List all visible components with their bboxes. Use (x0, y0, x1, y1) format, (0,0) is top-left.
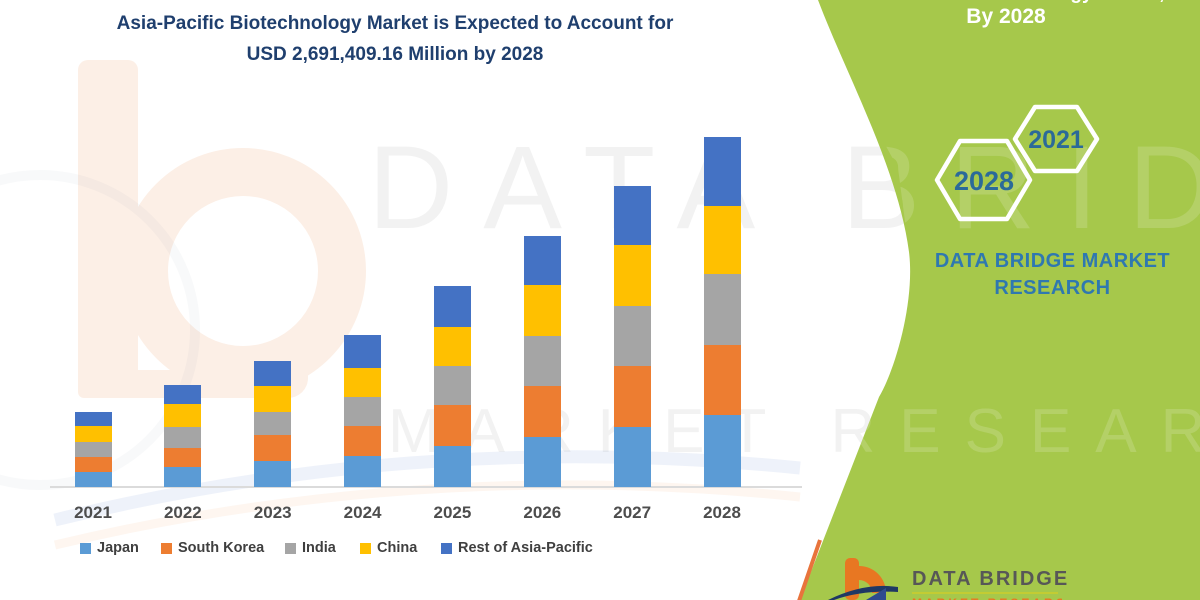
legend-label: South Korea (178, 540, 265, 556)
bar-segment-south-korea (344, 426, 382, 456)
x-axis-label-2021: 2021 (74, 503, 112, 522)
stacked-bar-2023 (254, 361, 292, 487)
panel-caption-line1: DATA BRIDGE MARKET (934, 250, 1171, 272)
legend-swatch (80, 542, 91, 554)
bar-segment-rest-of-asia-pacific (523, 236, 561, 286)
bar-segment-japan (344, 456, 382, 487)
bar-segment-japan (433, 446, 471, 487)
bar-segment-india (254, 412, 292, 436)
bar-segment-india (703, 274, 741, 345)
stacked-bar-2021 (74, 411, 112, 487)
bar-segment-rest-of-asia-pacific (164, 385, 202, 404)
bar-segment-india (74, 441, 112, 458)
legend-swatch (161, 542, 172, 554)
legend-item-rest-of-asia-pacific: Rest of Asia-Pacific (441, 540, 593, 556)
bar-segment-japan (164, 467, 202, 487)
bar-segment-japan (703, 415, 741, 487)
panel-heading-line1-clipped: Asia-Pacific Biotechnology Market, (810, 0, 1200, 5)
bar-segment-india (613, 306, 651, 367)
bar-segment-south-korea (164, 448, 202, 467)
chart-title-line1: Asia-Pacific Biotechnology Market is Exp… (116, 13, 674, 34)
panel-caption-line2: RESEARCH (994, 277, 1111, 299)
x-axis-label-2023: 2023 (253, 503, 292, 522)
x-axis-label-2026: 2026 (523, 503, 562, 522)
bar-segment-rest-of-asia-pacific (344, 335, 382, 368)
logo-b-stem (845, 558, 859, 600)
chart-title-line2: USD 2,691,409.16 Million by 2028 (246, 44, 544, 65)
x-axis-label-2025: 2025 (433, 503, 472, 522)
hexagon-2021-label: 2021 (1028, 126, 1084, 154)
bar-segment-india (344, 397, 382, 426)
stacked-bar-2026 (523, 236, 561, 487)
logo-underline (912, 592, 1058, 594)
hexagon-2028 (934, 138, 1033, 222)
panel-caption: DATA BRIDGE MARKET RESEARCH (900, 248, 1200, 302)
bar-segment-rest-of-asia-pacific (703, 137, 741, 206)
bar-segment-china (164, 404, 202, 427)
bar-segment-china (613, 245, 651, 307)
bar-segment-india (433, 366, 471, 406)
data-bridge-logo (828, 558, 898, 600)
logo-swoosh-tail (866, 588, 886, 600)
legend-swatch (360, 542, 371, 554)
legend-label: Rest of Asia-Pacific (458, 540, 593, 556)
legend-swatch (285, 542, 296, 554)
bar-segment-rest-of-asia-pacific (254, 361, 292, 387)
bar-segment-china (523, 285, 561, 337)
x-axis-label-2028: 2028 (703, 503, 741, 522)
legend-item-india: India (285, 540, 336, 556)
bar-segment-south-korea (74, 457, 112, 472)
legend-label: China (377, 540, 418, 556)
legend-swatch (441, 542, 452, 554)
bar-segment-rest-of-asia-pacific (433, 286, 471, 328)
x-axis-line (50, 486, 802, 488)
legend-item-south-korea: South Korea (161, 540, 264, 556)
bar-segment-south-korea (613, 366, 651, 427)
logo-wordmark: DATA BRIDGE (912, 568, 1070, 590)
bar-segment-japan (523, 437, 561, 487)
hexagon-2028-label: 2028 (954, 166, 1014, 196)
x-axis-label-2022: 2022 (163, 503, 202, 522)
legend-label: Japan (97, 540, 139, 556)
bar-segment-rest-of-asia-pacific (74, 411, 112, 427)
legend-item-japan: Japan (80, 540, 139, 556)
stacked-bar-2028 (703, 137, 741, 487)
bar-segment-rest-of-asia-pacific (613, 186, 651, 246)
bar-segment-china (703, 206, 741, 274)
orange-edge-stripe (797, 539, 822, 600)
x-axis-label-2027: 2027 (613, 503, 652, 522)
logo-swoosh (828, 585, 898, 600)
bar-segment-japan (74, 471, 112, 487)
bar-segment-japan (254, 461, 292, 487)
bar-segment-south-korea (254, 435, 292, 461)
bar-segment-india (164, 426, 202, 448)
bar-segment-south-korea (703, 345, 741, 415)
bar-segment-japan (613, 427, 651, 487)
x-axis-label-2024: 2024 (343, 503, 382, 522)
bar-segment-china (433, 327, 471, 367)
legend-label: India (302, 540, 336, 556)
stacked-bar-2024 (344, 335, 382, 487)
stacked-bar-2027 (613, 186, 651, 487)
chart-title: Asia-Pacific Biotechnology Market is Exp… (0, 8, 790, 70)
hexagon-2021 (1012, 104, 1100, 174)
bar-segment-china (74, 426, 112, 442)
green-panel-shape (800, 0, 1200, 600)
stacked-bar-2025 (433, 286, 471, 487)
bar-segment-china (254, 386, 292, 413)
logo-sub-wordmark-clipped: MARKET RESEARCH (912, 596, 1062, 600)
bar-segment-india (523, 336, 561, 386)
bar-segment-china (344, 367, 382, 398)
bar-segment-south-korea (523, 386, 561, 437)
bar-segment-south-korea (433, 405, 471, 447)
panel-heading-by-2028: By 2028 (966, 5, 1046, 28)
legend-item-china: China (360, 540, 417, 556)
stacked-bar-2022 (164, 385, 202, 487)
